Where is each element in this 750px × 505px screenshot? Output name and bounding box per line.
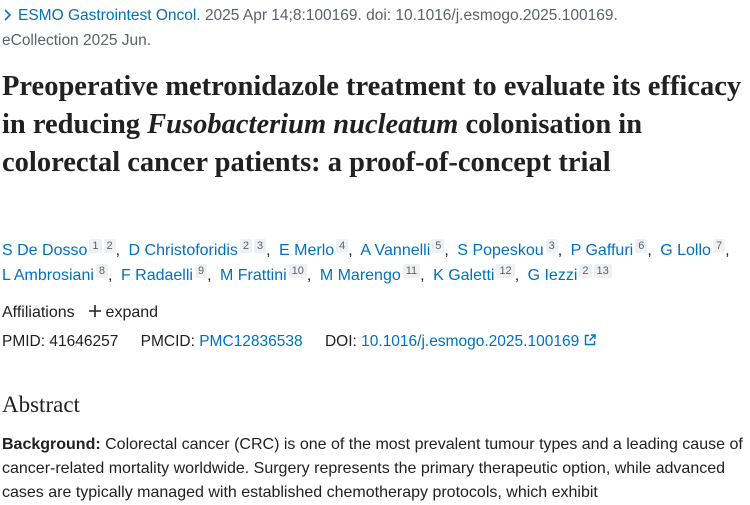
author: M Marengo 11 xyxy=(319,264,429,284)
affiliation-number[interactable]: 9 xyxy=(194,264,208,278)
journal-link[interactable]: ESMO Gastrointest Oncol. xyxy=(18,7,201,24)
title-text: Preoperative metronidazole treatment to … xyxy=(2,71,742,140)
author-link[interactable]: M Marengo xyxy=(319,267,401,284)
background-text: Colorectal cancer (CRC) is one of the mo… xyxy=(2,436,743,501)
author: A Vannelli 5 xyxy=(360,239,453,259)
affiliations: Affiliations expand xyxy=(2,304,158,322)
background-label: Background: xyxy=(2,436,101,453)
ecollection: eCollection 2025 Jun. xyxy=(2,32,152,49)
pmcid-link[interactable]: PMC12836538 xyxy=(199,333,303,350)
identifiers: PMID: 41646257 PMCID: PMC12836538 DOI: 1… xyxy=(2,333,596,351)
author: D Christoforidis 2 3 xyxy=(128,239,275,259)
author: E Merlo 4 xyxy=(279,239,357,259)
affiliation-number[interactable]: 2 xyxy=(103,239,116,253)
author: G Iezzi 2 13 xyxy=(527,264,616,284)
affiliation-number[interactable]: 2 xyxy=(579,264,592,278)
author-link[interactable]: D Christoforidis xyxy=(128,242,238,259)
affiliation-number[interactable]: 13 xyxy=(593,264,612,278)
pmid-label: PMID: xyxy=(2,333,46,350)
affiliation-number[interactable]: 12 xyxy=(496,264,515,278)
affiliation-number[interactable]: 6 xyxy=(635,239,648,253)
author: S Popeskou 3 xyxy=(457,239,566,259)
expand-toggle[interactable]: expand xyxy=(89,304,158,321)
affiliation-number[interactable]: 3 xyxy=(254,239,267,253)
affiliation-number[interactable]: 8 xyxy=(95,264,109,278)
citation: ESMO Gastrointest Oncol. 2025 Apr 14;8:1… xyxy=(2,3,747,53)
title-italic: Fusobacterium nucleatum xyxy=(147,109,459,140)
pmcid-label: PMCID: xyxy=(140,333,195,350)
abstract-heading: Abstract xyxy=(2,392,80,417)
affiliation-number[interactable]: 1 xyxy=(89,239,102,253)
author-link[interactable]: P Gaffuri xyxy=(570,242,634,259)
chevron-icon xyxy=(4,9,12,21)
author-link[interactable]: G Iezzi xyxy=(527,267,578,284)
affiliation-number[interactable]: 5 xyxy=(432,239,445,253)
affiliation-number[interactable]: 4 xyxy=(336,239,349,253)
author: K Galetti 12 xyxy=(433,264,523,284)
article-title: Preoperative metronidazole treatment to … xyxy=(2,68,750,182)
doi-link[interactable]: 10.1016/j.esmogo.2025.100169 xyxy=(361,333,580,350)
doi-label: DOI: xyxy=(324,333,357,350)
author: F Radaelli 9 xyxy=(120,264,216,284)
author-link[interactable]: E Merlo xyxy=(279,242,335,259)
affiliation-number[interactable]: 10 xyxy=(288,264,307,278)
citation-details: 2025 Apr 14;8:100169. doi: 10.1016/j.esm… xyxy=(204,7,618,24)
external-link-icon xyxy=(584,334,596,346)
author: M Frattini 10 xyxy=(220,264,315,284)
plus-icon xyxy=(89,305,102,317)
pmid: 41646257 xyxy=(49,333,119,350)
title-text: colonisation in colorectal cancer patien… xyxy=(2,109,643,178)
expand-label: expand xyxy=(105,304,159,321)
author: L Ambrosiani 8 xyxy=(2,264,116,284)
author: P Gaffuri 6 xyxy=(570,239,656,259)
affiliation-number[interactable]: 11 xyxy=(402,264,421,278)
abstract-background: Background: Colorectal cancer (CRC) is o… xyxy=(2,433,748,505)
author: G Lollo 7 xyxy=(660,239,734,259)
author-link[interactable]: S De Dosso xyxy=(2,242,88,259)
affiliation-number[interactable]: 7 xyxy=(712,239,726,253)
affiliations-label: Affiliations xyxy=(2,304,75,321)
author-link[interactable]: L Ambrosiani xyxy=(2,267,94,284)
author-link[interactable]: A Vannelli xyxy=(360,242,431,259)
author-link[interactable]: S Popeskou xyxy=(457,242,544,259)
author-link[interactable]: G Lollo xyxy=(660,242,711,259)
affiliation-number[interactable]: 2 xyxy=(239,239,253,253)
author-link[interactable]: K Galetti xyxy=(433,267,495,284)
author: S De Dosso 1 2 xyxy=(2,239,124,259)
author-link[interactable]: F Radaelli xyxy=(120,267,193,284)
affiliation-number[interactable]: 3 xyxy=(545,239,558,253)
author-link[interactable]: M Frattini xyxy=(220,267,287,284)
